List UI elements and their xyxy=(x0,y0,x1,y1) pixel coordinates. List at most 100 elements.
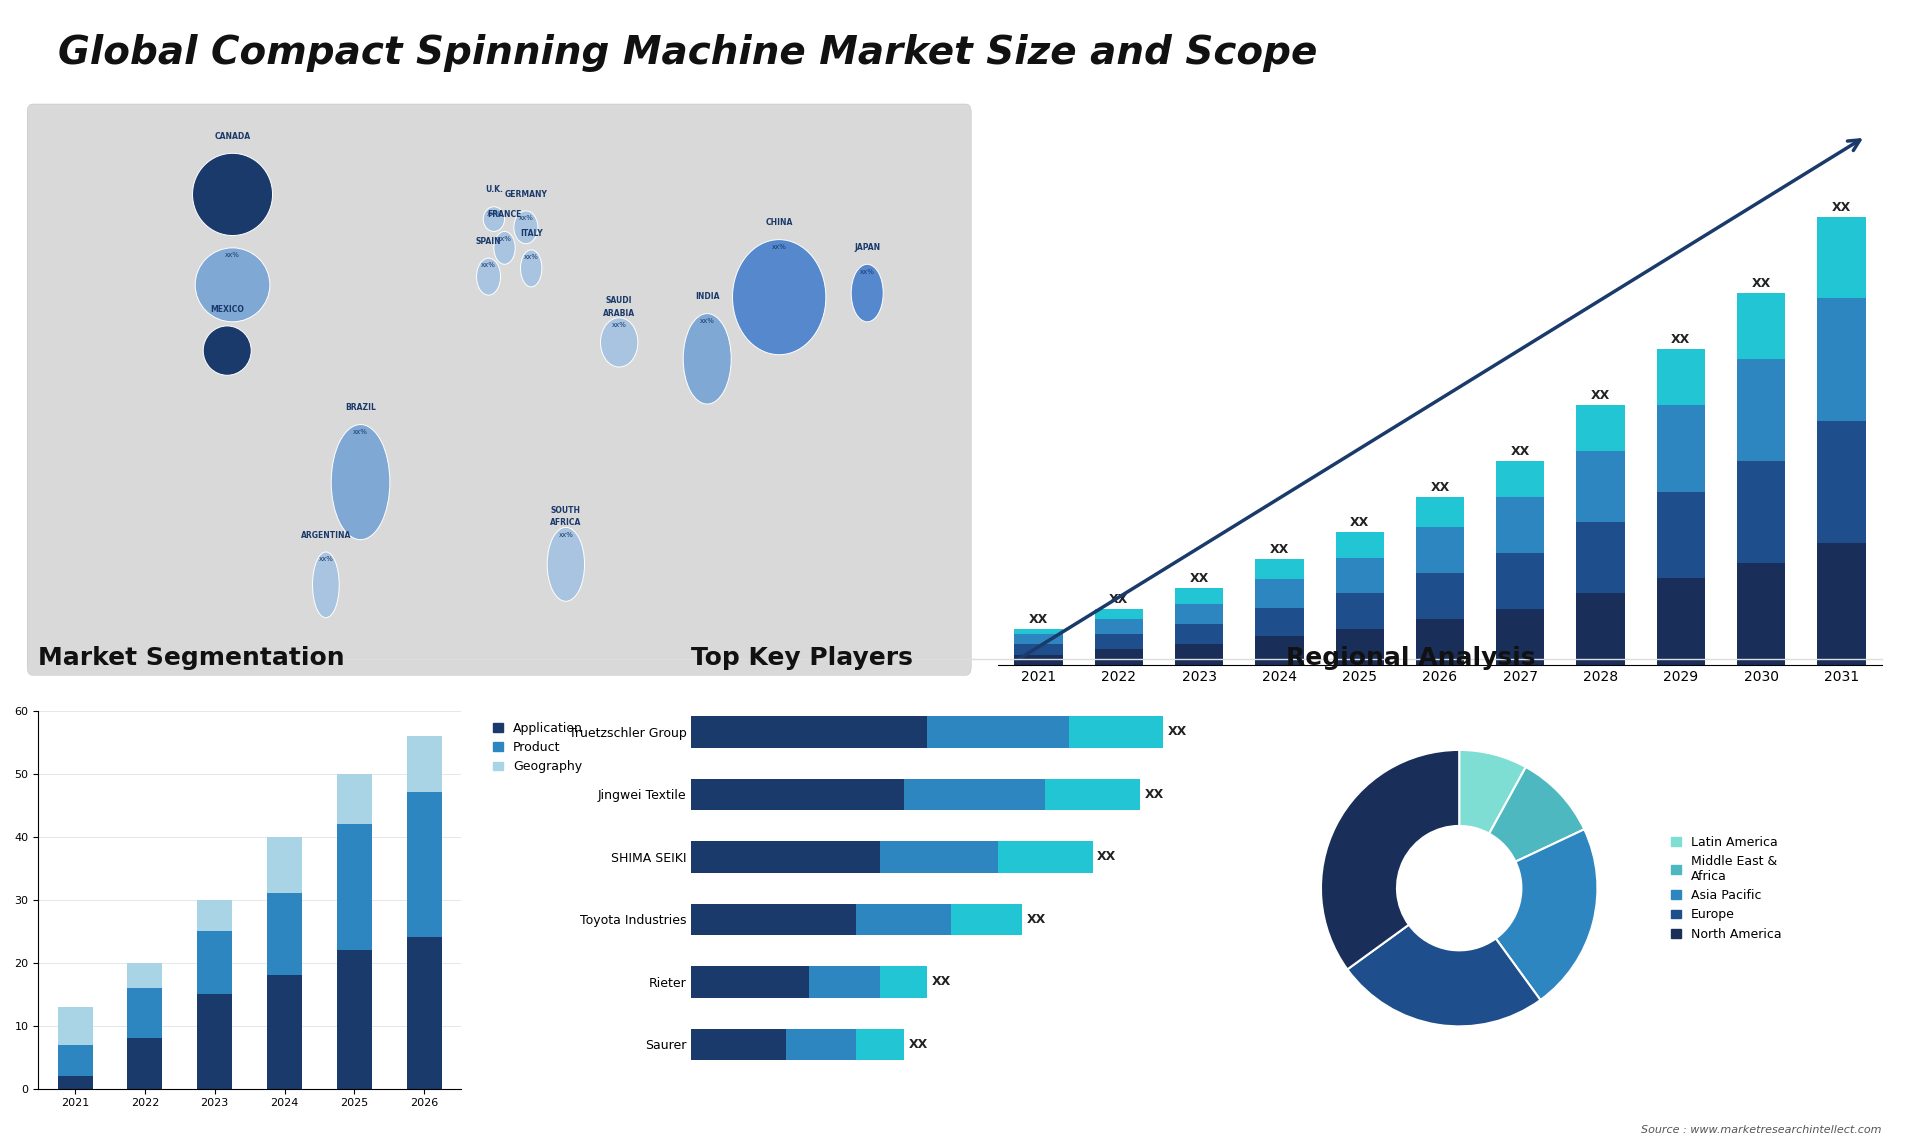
Text: XX: XX xyxy=(931,975,950,988)
Text: xx%: xx% xyxy=(860,268,876,275)
Bar xyxy=(1336,594,1384,629)
Text: xx%: xx% xyxy=(699,317,714,324)
Bar xyxy=(691,841,879,872)
Bar xyxy=(198,900,232,931)
Bar xyxy=(1044,779,1140,810)
Bar xyxy=(1014,629,1062,634)
Bar xyxy=(1336,629,1384,665)
Bar xyxy=(691,966,808,997)
Bar xyxy=(950,904,1021,935)
Ellipse shape xyxy=(851,265,883,322)
Bar xyxy=(267,975,301,1089)
Text: INDIA: INDIA xyxy=(695,292,720,301)
Bar xyxy=(267,894,301,975)
Ellipse shape xyxy=(330,424,390,540)
Text: xx%: xx% xyxy=(524,254,540,260)
Bar xyxy=(1576,452,1624,523)
Ellipse shape xyxy=(204,325,252,375)
Polygon shape xyxy=(1615,41,1761,108)
Bar xyxy=(1014,644,1062,654)
Text: BRAZIL: BRAZIL xyxy=(346,403,376,413)
Text: ARGENTINA: ARGENTINA xyxy=(301,531,351,540)
Bar xyxy=(1094,650,1142,665)
Bar xyxy=(691,716,927,747)
Ellipse shape xyxy=(493,231,515,265)
Text: xx%: xx% xyxy=(482,262,495,268)
Bar xyxy=(904,779,1044,810)
Text: xx%: xx% xyxy=(518,215,534,221)
Bar xyxy=(1738,563,1786,665)
Text: AFRICA: AFRICA xyxy=(551,518,582,527)
Text: XX: XX xyxy=(1027,913,1046,926)
Text: U.K.: U.K. xyxy=(486,186,503,195)
Bar xyxy=(198,931,232,994)
Text: Global Compact Spinning Machine Market Size and Scope: Global Compact Spinning Machine Market S… xyxy=(58,34,1317,72)
Bar xyxy=(1014,634,1062,644)
Text: SPAIN: SPAIN xyxy=(476,237,501,245)
Ellipse shape xyxy=(515,211,538,244)
Text: CHINA: CHINA xyxy=(766,218,793,227)
Bar xyxy=(1336,558,1384,594)
Text: xx%: xx% xyxy=(225,252,240,258)
Bar xyxy=(58,1045,92,1076)
Text: XX: XX xyxy=(1511,445,1530,458)
Text: xx%: xx% xyxy=(497,236,513,242)
Bar xyxy=(1094,619,1142,634)
Text: JAPAN: JAPAN xyxy=(854,243,879,252)
Bar xyxy=(1336,533,1384,558)
Bar xyxy=(1175,604,1223,623)
Bar xyxy=(1256,607,1304,636)
Bar xyxy=(1738,360,1786,461)
Text: xx%: xx% xyxy=(559,532,574,537)
Bar xyxy=(336,774,372,824)
Text: XX: XX xyxy=(1096,850,1117,863)
Text: XX: XX xyxy=(1592,390,1611,402)
Text: XX: XX xyxy=(1670,333,1690,346)
Bar xyxy=(1256,559,1304,579)
Bar xyxy=(1818,542,1866,665)
Text: xx%: xx% xyxy=(319,556,334,563)
Ellipse shape xyxy=(520,250,541,286)
Text: XX: XX xyxy=(1832,201,1851,214)
Bar xyxy=(336,824,372,950)
Bar xyxy=(1496,552,1544,609)
Text: xx%: xx% xyxy=(486,211,501,217)
Bar xyxy=(1256,579,1304,607)
Ellipse shape xyxy=(476,258,501,296)
Bar xyxy=(1818,421,1866,542)
Text: XX: XX xyxy=(1269,543,1288,556)
Bar xyxy=(58,1006,92,1045)
Bar xyxy=(1415,527,1465,573)
Wedge shape xyxy=(1348,925,1540,1027)
Text: xx%: xx% xyxy=(772,244,787,250)
Ellipse shape xyxy=(547,527,584,602)
Bar xyxy=(1175,588,1223,604)
Wedge shape xyxy=(1459,749,1526,833)
Ellipse shape xyxy=(684,314,732,405)
Bar xyxy=(58,1076,92,1089)
Text: XX: XX xyxy=(908,1038,927,1051)
Bar xyxy=(1496,497,1544,552)
Text: U.S.: U.S. xyxy=(225,227,242,236)
Wedge shape xyxy=(1321,749,1459,970)
Legend: Latin America, Middle East &
Africa, Asia Pacific, Europe, North America: Latin America, Middle East & Africa, Asi… xyxy=(1667,831,1786,945)
Text: XX: XX xyxy=(1751,277,1770,290)
Text: Market Segmentation: Market Segmentation xyxy=(38,646,346,670)
Bar xyxy=(879,841,998,872)
Text: XX: XX xyxy=(1350,517,1369,529)
Wedge shape xyxy=(1490,767,1584,862)
Bar xyxy=(808,966,879,997)
Text: xx%: xx% xyxy=(225,158,240,164)
Bar xyxy=(198,994,232,1089)
Bar xyxy=(127,988,163,1038)
Text: Source : www.marketresearchintellect.com: Source : www.marketresearchintellect.com xyxy=(1642,1124,1882,1135)
Bar xyxy=(1576,406,1624,452)
Text: XX: XX xyxy=(1430,481,1450,494)
Bar xyxy=(691,779,904,810)
Wedge shape xyxy=(1496,830,1597,1000)
Text: Top Key Players: Top Key Players xyxy=(691,646,914,670)
Bar xyxy=(1496,461,1544,497)
Text: ITALY: ITALY xyxy=(520,228,543,237)
Bar xyxy=(1256,636,1304,665)
Text: MARKET
RESEARCH
INTELLECT: MARKET RESEARCH INTELLECT xyxy=(1776,56,1830,86)
